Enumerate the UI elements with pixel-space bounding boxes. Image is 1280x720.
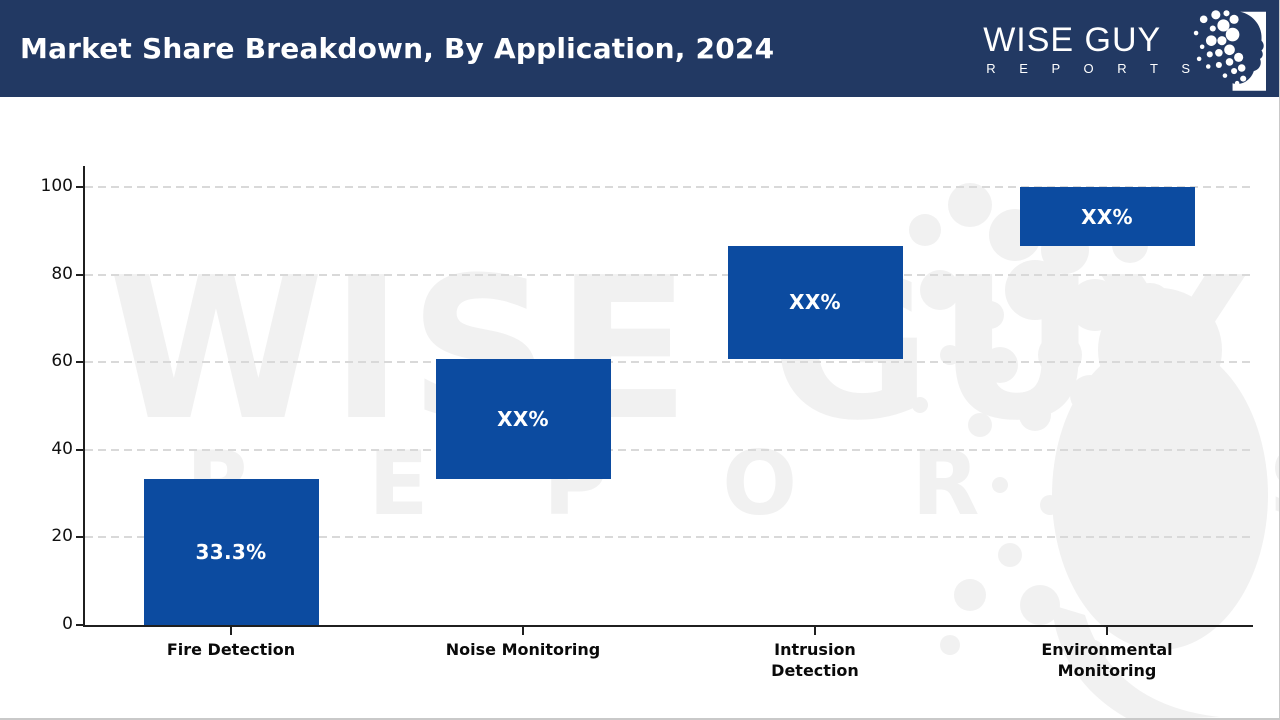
header-bar: Market Share Breakdown, By Application, …: [0, 0, 1279, 97]
logo-text: WISE GUY R E P O R T S: [983, 23, 1200, 75]
logo-face-icon: [1193, 9, 1266, 91]
logo-subtitle: R E P O R T S: [986, 60, 1200, 76]
gridline: [85, 186, 1253, 188]
y-axis-tick: [76, 273, 84, 276]
gridline: [85, 361, 1253, 364]
logo: WISE GUY R E P O R T S: [983, 7, 1266, 91]
y-tick-label: 0: [62, 614, 73, 634]
x-axis-tick: [814, 627, 816, 635]
x-axis-line: [83, 625, 1253, 627]
x-axis-tick: [230, 627, 232, 635]
y-tick-label: 40: [51, 438, 73, 459]
x-category-label: Noise Monitoring: [445, 640, 601, 659]
y-axis-line: [83, 166, 85, 627]
gridline: [85, 448, 1253, 451]
bar-value-label: XX%: [497, 406, 549, 431]
gridline: [85, 273, 1253, 276]
y-tick-label: 80: [51, 263, 73, 284]
y-axis-tick: [76, 361, 84, 364]
bar-intrusion-detection: XX%: [727, 246, 903, 359]
y-tick-label: 100: [40, 176, 73, 196]
x-category-label: Fire Detection: [166, 640, 296, 659]
x-category-label: Environmental Monitoring: [1041, 640, 1173, 680]
x-axis-tick: [1106, 627, 1108, 635]
bar-value-label: XX%: [1081, 204, 1133, 229]
y-axis-tick: [76, 624, 84, 626]
bar-fire-detection: 33.3%: [143, 479, 319, 625]
y-tick-label: 60: [51, 351, 73, 372]
x-category-label: Intrusion Detection: [771, 640, 859, 680]
bar-noise-monitoring: XX%: [435, 358, 611, 480]
bar-value-label: XX%: [789, 290, 841, 315]
y-axis-tick: [76, 448, 84, 451]
bar-environmental-monitoring: XX%: [1019, 187, 1195, 247]
gridline: [85, 536, 1253, 539]
page-title: Market Share Breakdown, By Application, …: [20, 32, 775, 65]
y-tick-label: 20: [51, 526, 73, 547]
y-axis-tick: [76, 536, 84, 539]
bar-value-label: 33.3%: [195, 540, 267, 565]
logo-wordmark: WISE GUY: [983, 20, 1162, 59]
y-axis-tick: [76, 186, 84, 188]
x-axis-tick: [522, 627, 524, 635]
